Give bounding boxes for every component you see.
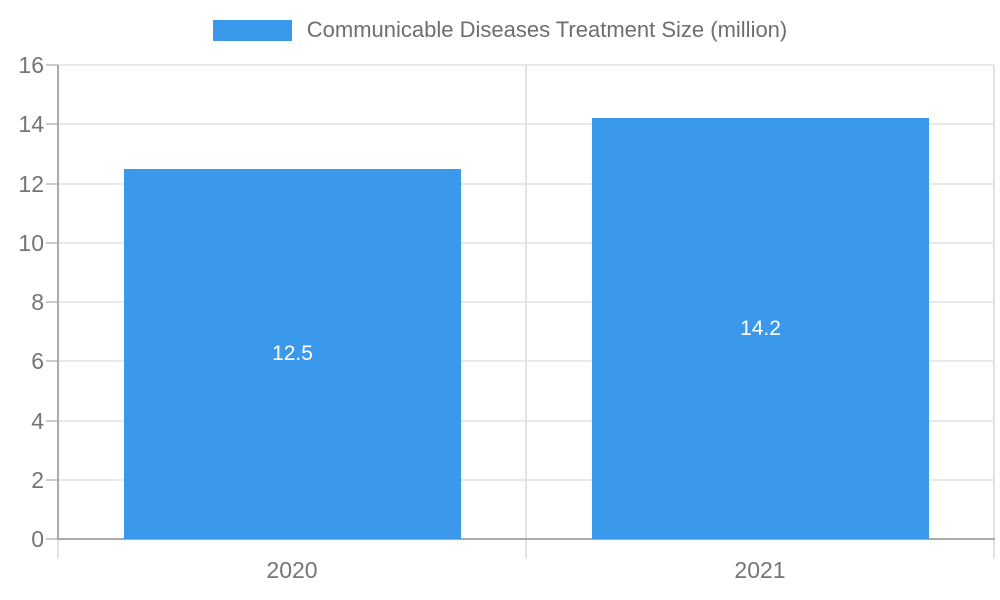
y-axis-label: 12 (18, 170, 44, 197)
y-axis-line (57, 65, 59, 540)
x-axis-label: 2020 (266, 557, 318, 583)
y-axis-label: 14 (18, 111, 44, 138)
y-axis-label: 2 (31, 466, 44, 493)
chart-legend[interactable]: Communicable Diseases Treatment Size (mi… (0, 17, 1000, 43)
gridline-vertical (993, 65, 995, 539)
y-axis-label: 16 (18, 52, 44, 78)
y-axis-label: 6 (31, 348, 44, 375)
x-axis-line (57, 538, 995, 540)
y-axis-tick (46, 538, 58, 540)
y-axis-tick (46, 478, 58, 481)
y-axis-label: 4 (31, 407, 44, 434)
x-axis-tick (993, 540, 995, 559)
x-axis-tick (57, 540, 59, 559)
legend-swatch-icon (212, 19, 292, 41)
legend-label: Communicable Diseases Treatment Size (mi… (306, 17, 788, 42)
y-axis-tick (46, 64, 58, 66)
x-axis-label: 2021 (734, 557, 786, 583)
y-axis-tick (46, 241, 58, 244)
gridline-vertical (525, 65, 527, 539)
y-axis-label: 0 (31, 526, 44, 552)
bar-2020[interactable]: 12.5 (124, 169, 461, 539)
y-axis-tick (46, 301, 58, 303)
x-axis-tick (525, 540, 527, 559)
y-axis-label: 8 (31, 289, 44, 315)
bar-2021[interactable]: 14.2 (592, 118, 929, 539)
bar-value-label: 12.5 (272, 342, 313, 365)
y-axis-tick (46, 419, 58, 422)
bar-value-label: 14.2 (740, 316, 781, 340)
y-axis-tick (46, 123, 58, 126)
y-axis-tick (46, 182, 58, 185)
y-axis-tick (46, 360, 58, 363)
y-axis-label: 10 (18, 229, 44, 256)
